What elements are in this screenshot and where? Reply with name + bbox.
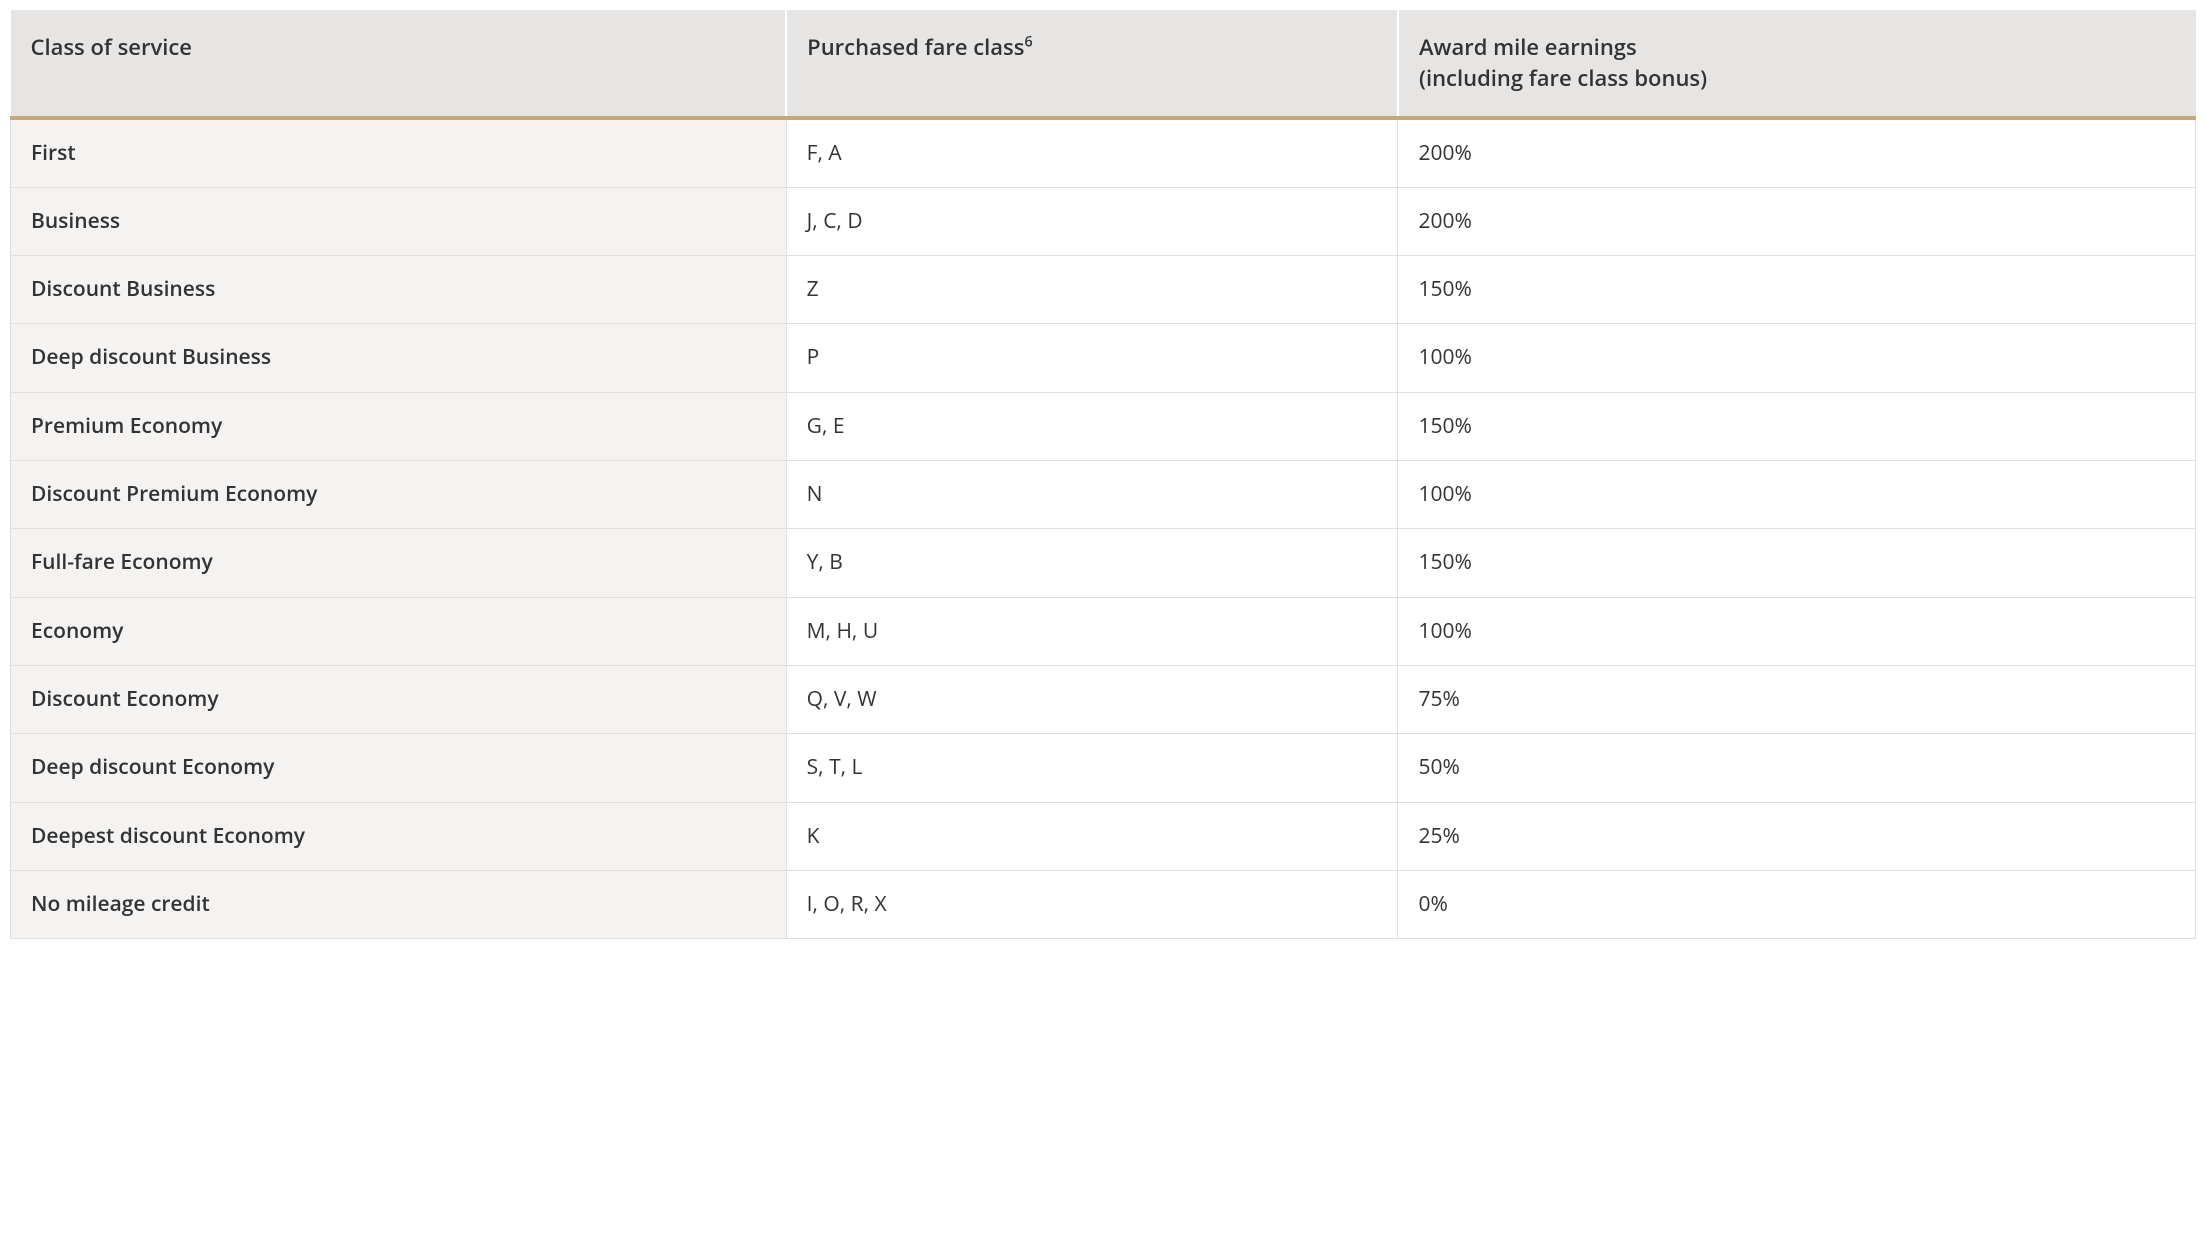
cell-fare-class: Y, B — [786, 529, 1398, 597]
cell-class-of-service: Premium Economy — [11, 392, 787, 460]
cell-class-of-service: Deepest discount Economy — [11, 802, 787, 870]
table-row: Full-fare EconomyY, B150% — [11, 529, 2196, 597]
column-header-footnote: 6 — [1024, 33, 1032, 52]
cell-fare-class: P — [786, 324, 1398, 392]
table-row: BusinessJ, C, D200% — [11, 187, 2196, 255]
cell-earnings: 50% — [1398, 734, 2196, 802]
cell-fare-class: Q, V, W — [786, 665, 1398, 733]
column-header-1: Purchased fare class6 — [786, 10, 1398, 118]
cell-class-of-service: Deep discount Business — [11, 324, 787, 392]
cell-earnings: 0% — [1398, 870, 2196, 938]
column-header-0: Class of service — [11, 10, 787, 118]
cell-earnings: 75% — [1398, 665, 2196, 733]
table-row: Discount Premium EconomyN100% — [11, 461, 2196, 529]
table-row: Deepest discount EconomyK25% — [11, 802, 2196, 870]
cell-fare-class: N — [786, 461, 1398, 529]
cell-fare-class: G, E — [786, 392, 1398, 460]
table-row: No mileage creditI, O, R, X0% — [11, 870, 2196, 938]
cell-class-of-service: No mileage credit — [11, 870, 787, 938]
cell-fare-class: K — [786, 802, 1398, 870]
cell-earnings: 150% — [1398, 392, 2196, 460]
column-header-2: Award mile earnings(including fare class… — [1398, 10, 2196, 118]
cell-class-of-service: Discount Business — [11, 256, 787, 324]
cell-earnings: 25% — [1398, 802, 2196, 870]
table-row: EconomyM, H, U100% — [11, 597, 2196, 665]
cell-class-of-service: First — [11, 118, 787, 188]
cell-fare-class: F, A — [786, 118, 1398, 188]
cell-fare-class: J, C, D — [786, 187, 1398, 255]
table-body: FirstF, A200%BusinessJ, C, D200%Discount… — [11, 118, 2196, 939]
cell-class-of-service: Business — [11, 187, 787, 255]
fare-earnings-table: Class of servicePurchased fare class6Awa… — [10, 10, 2196, 939]
cell-class-of-service: Economy — [11, 597, 787, 665]
fare-earnings-table-wrap: Class of servicePurchased fare class6Awa… — [10, 10, 2196, 939]
cell-earnings: 100% — [1398, 597, 2196, 665]
table-row: FirstF, A200% — [11, 118, 2196, 188]
cell-earnings: 100% — [1398, 461, 2196, 529]
table-header: Class of servicePurchased fare class6Awa… — [11, 10, 2196, 118]
cell-class-of-service: Full-fare Economy — [11, 529, 787, 597]
table-row: Discount BusinessZ150% — [11, 256, 2196, 324]
cell-earnings: 150% — [1398, 529, 2196, 597]
table-row: Deep discount BusinessP100% — [11, 324, 2196, 392]
cell-fare-class: S, T, L — [786, 734, 1398, 802]
table-header-row: Class of servicePurchased fare class6Awa… — [11, 10, 2196, 118]
table-row: Deep discount EconomyS, T, L50% — [11, 734, 2196, 802]
table-row: Discount EconomyQ, V, W75% — [11, 665, 2196, 733]
table-row: Premium EconomyG, E150% — [11, 392, 2196, 460]
cell-earnings: 100% — [1398, 324, 2196, 392]
cell-earnings: 150% — [1398, 256, 2196, 324]
cell-fare-class: M, H, U — [786, 597, 1398, 665]
cell-class-of-service: Deep discount Economy — [11, 734, 787, 802]
cell-earnings: 200% — [1398, 118, 2196, 188]
cell-class-of-service: Discount Premium Economy — [11, 461, 787, 529]
cell-fare-class: I, O, R, X — [786, 870, 1398, 938]
cell-earnings: 200% — [1398, 187, 2196, 255]
cell-fare-class: Z — [786, 256, 1398, 324]
cell-class-of-service: Discount Economy — [11, 665, 787, 733]
